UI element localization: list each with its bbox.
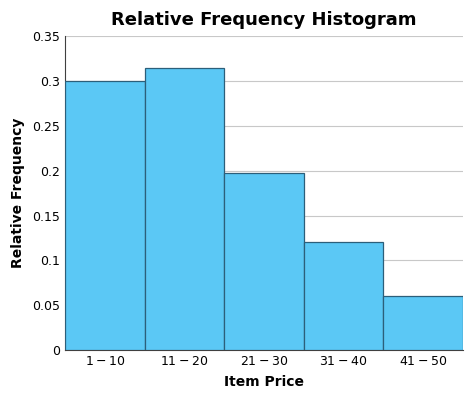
Y-axis label: Relative Frequency: Relative Frequency [11, 118, 25, 268]
Bar [65, 81, 145, 350]
Bar [145, 68, 224, 350]
Bar [383, 296, 463, 350]
X-axis label: Item Price: Item Price [224, 375, 304, 389]
Bar [304, 242, 383, 350]
Title: Relative Frequency Histogram: Relative Frequency Histogram [111, 11, 417, 29]
Bar [224, 174, 304, 350]
